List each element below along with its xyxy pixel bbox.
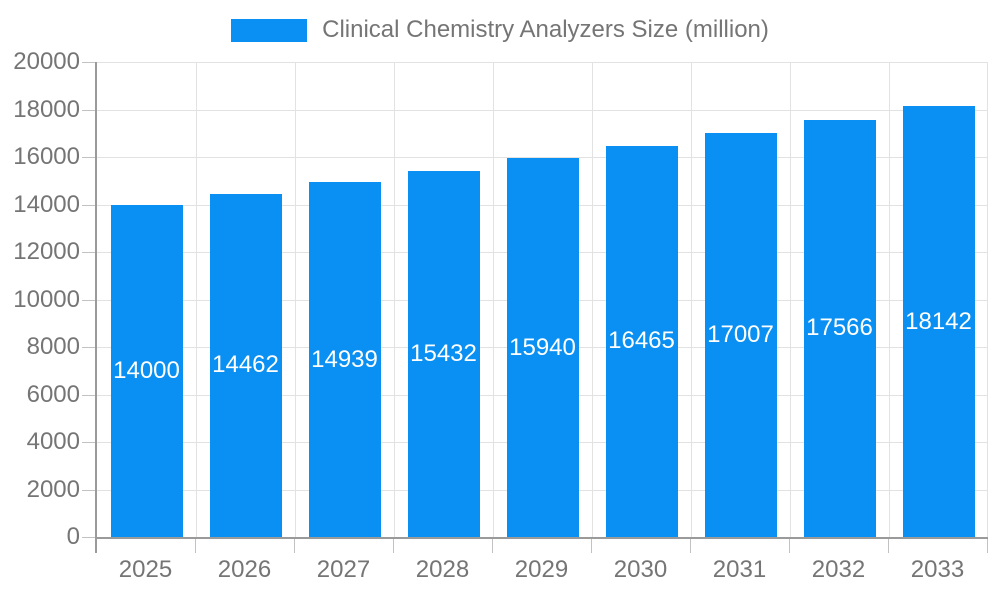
x-tick: [789, 539, 790, 553]
x-axis-label: 2033: [910, 556, 965, 583]
bar-2026[interactable]: 14462: [209, 193, 282, 537]
y-tick: [82, 347, 95, 348]
plot-area: 14000 14462 14939 15432 15940 16465 17007 17566…: [97, 62, 988, 537]
y-tick: [82, 442, 95, 443]
y-tick: [82, 537, 95, 538]
x-gridline: [790, 62, 791, 537]
y-axis-label: 6000: [26, 380, 80, 408]
bar-value-label: 15432: [410, 339, 477, 367]
y-axis-label: 8000: [26, 333, 80, 360]
x-axis-label: 2031: [712, 556, 767, 583]
bar-value-label: 16465: [608, 327, 675, 355]
y-axis-label: 16000: [13, 143, 80, 170]
y-tick: [82, 62, 95, 63]
x-tick: [888, 539, 889, 553]
x-axis-label: 2027: [316, 556, 371, 583]
x-axis-label: 2025: [118, 556, 173, 583]
y-axis-label: 12000: [13, 238, 80, 265]
y-axis-label: 2000: [26, 475, 80, 503]
y-tick: [82, 252, 95, 253]
bar-value-label: 18142: [905, 307, 972, 335]
x-axis-label: 2032: [811, 556, 866, 583]
y-tick: [82, 157, 95, 158]
legend-swatch[interactable]: [231, 18, 308, 42]
bar-value-label: 17566: [806, 314, 873, 342]
x-gridline: [394, 62, 395, 537]
x-axis-label: 2028: [415, 556, 470, 583]
y-gridline: [97, 62, 988, 63]
legend-label[interactable]: Clinical Chemistry Analyzers Size (milli…: [322, 16, 769, 43]
bar-2025[interactable]: 14000: [110, 204, 183, 537]
x-tick: [987, 539, 988, 553]
x-tick: [294, 539, 295, 553]
bar-2030[interactable]: 16465: [605, 145, 678, 537]
x-axis-label: 2029: [514, 556, 569, 583]
x-gridline: [196, 62, 197, 537]
legend: Clinical Chemistry Analyzers Size (milli…: [0, 16, 1000, 44]
y-axis-label: 10000: [13, 285, 80, 313]
bar-2031[interactable]: 17007: [704, 133, 777, 537]
x-gridline: [987, 62, 988, 537]
x-tick: [195, 539, 196, 553]
bar-2033[interactable]: 18142: [902, 106, 975, 537]
y-gridline: [97, 109, 988, 111]
x-tick: [690, 539, 691, 553]
bar-2029[interactable]: 15940: [506, 158, 579, 537]
y-axis-label: 0: [66, 523, 80, 550]
bar-value-label: 14000: [113, 356, 180, 384]
bar-2028[interactable]: 15432: [407, 170, 480, 537]
y-tick: [82, 109, 95, 111]
bar-value-label: 15940: [509, 333, 576, 361]
bar-value-label: 14939: [311, 345, 378, 373]
x-gridline: [691, 62, 692, 537]
x-gridline: [592, 62, 593, 537]
bar-value-label: 17007: [707, 321, 774, 349]
bar-value-label: 14462: [212, 351, 279, 379]
x-axis-label: 2030: [613, 556, 668, 583]
bar-2027[interactable]: 14939: [308, 182, 381, 537]
y-tick: [82, 299, 95, 301]
x-tick: [492, 539, 493, 553]
y-axis-label: 14000: [13, 190, 80, 218]
y-axis-label: 20000: [13, 48, 80, 75]
y-tick: [82, 489, 95, 491]
bar-2032[interactable]: 17566: [803, 119, 876, 537]
x-gridline: [493, 62, 494, 537]
y-axis-label: 4000: [26, 428, 80, 455]
y-tick: [82, 394, 95, 396]
x-tick: [393, 539, 394, 553]
x-axis-line: [95, 537, 988, 539]
y-axis-label: 18000: [13, 95, 80, 123]
x-tick: [591, 539, 592, 553]
y-gridline: [97, 157, 988, 158]
y-tick: [82, 204, 95, 206]
x-gridline: [295, 62, 296, 537]
y-axis-line: [95, 62, 97, 553]
x-axis-label: 2026: [217, 556, 272, 583]
x-gridline: [889, 62, 890, 537]
